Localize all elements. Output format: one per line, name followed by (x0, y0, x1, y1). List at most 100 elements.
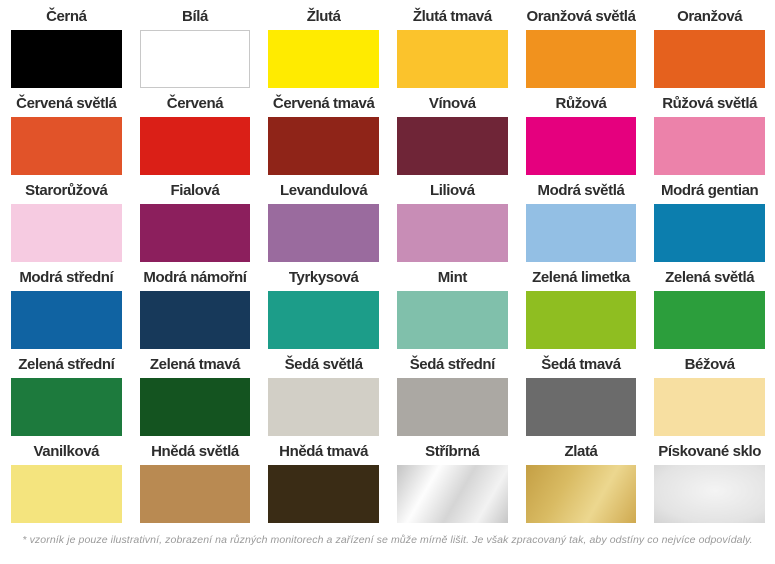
swatch-label: Liliová (429, 182, 475, 199)
color-swatch (396, 291, 508, 349)
color-swatch (268, 117, 379, 175)
swatch-label: Červená světlá (16, 95, 117, 112)
color-swatch (11, 465, 122, 523)
swatch-cell: Modrá gentian (654, 181, 765, 262)
color-swatch (268, 378, 379, 436)
swatch-cell: Stříbrná (396, 442, 508, 523)
color-swatch (525, 465, 637, 523)
swatch-cell: Růžová (525, 94, 637, 175)
swatch-label: Oranžová světlá (526, 8, 636, 25)
swatch-label: Oranžová (677, 8, 743, 25)
color-swatch (654, 30, 765, 88)
color-swatch (11, 291, 122, 349)
swatch-cell: Béžová (654, 355, 765, 436)
color-swatch (525, 117, 637, 175)
swatch-label: Béžová (684, 356, 736, 373)
color-swatch (139, 204, 251, 262)
swatch-label: Fialová (170, 182, 220, 199)
swatch-cell: Oranžová (654, 7, 765, 88)
color-swatch (396, 117, 508, 175)
swatch-label: Hnědá tmavá (279, 443, 369, 460)
swatch-label: Zelená limetka (532, 269, 630, 286)
swatch-label: Vanilková (33, 443, 100, 460)
swatch-cell: Šedá tmavá (525, 355, 637, 436)
color-swatch (654, 204, 765, 262)
color-swatch (11, 117, 122, 175)
swatch-cell: Levandulová (268, 181, 379, 262)
swatch-label: Bílá (182, 8, 208, 25)
swatch-cell: Černá (11, 7, 122, 88)
swatch-cell: Tyrkysová (268, 268, 379, 349)
swatch-cell: Zelená střední (11, 355, 122, 436)
color-swatch (396, 30, 508, 88)
swatch-cell: Modrá střední (11, 268, 122, 349)
swatch-label: Červená (166, 95, 224, 112)
swatch-label: Modrá gentian (661, 182, 759, 199)
swatch-label: Šedá střední (409, 356, 496, 373)
swatch-cell: Šedá střední (396, 355, 508, 436)
color-swatch (525, 291, 637, 349)
swatch-cell: Vanilková (11, 442, 122, 523)
color-swatch (654, 465, 765, 523)
swatch-cell: Modrá světlá (525, 181, 637, 262)
color-swatch (139, 465, 251, 523)
color-swatch (11, 204, 122, 262)
swatch-cell: Zelená limetka (525, 268, 637, 349)
swatch-cell: Zelená tmavá (139, 355, 251, 436)
swatch-label: Vínová (428, 95, 476, 112)
swatch-label: Hnědá světlá (151, 443, 239, 460)
swatch-label: Šedá tmavá (541, 356, 621, 373)
swatch-label: Růžová (555, 95, 607, 112)
swatch-label: Žlutá tmavá (412, 8, 492, 25)
swatch-label: Zlatá (564, 443, 598, 460)
swatch-label: Zelená tmavá (149, 356, 241, 373)
swatch-cell: Modrá námořní (139, 268, 251, 349)
swatch-cell: Růžová světlá (654, 94, 765, 175)
swatch-cell: Pískované sklo (654, 442, 765, 523)
swatch-cell: Fialová (139, 181, 251, 262)
swatch-cell: Žlutá (268, 7, 379, 88)
swatch-label: Modrá námořní (143, 269, 247, 286)
color-swatch (525, 378, 637, 436)
color-swatch (139, 378, 251, 436)
swatch-cell: Vínová (396, 94, 508, 175)
swatch-label: Stříbrná (425, 443, 480, 460)
color-swatch (525, 30, 637, 88)
swatch-label: Zelená světlá (665, 269, 755, 286)
color-swatch (654, 378, 765, 436)
color-swatch (396, 465, 508, 523)
swatch-cell: Bílá (139, 7, 251, 88)
swatch-grid: Černá Bílá Žlutá Žlutá tmavá Oranžová světlá… (0, 7, 775, 523)
swatch-cell: Hnědá světlá (139, 442, 251, 523)
swatch-label: Šedá světlá (284, 356, 364, 373)
swatch-cell: Žlutá tmavá (396, 7, 508, 88)
color-swatch (654, 117, 765, 175)
swatch-cell: Červená světlá (11, 94, 122, 175)
swatch-cell: Liliová (396, 181, 508, 262)
swatch-label: Černá (46, 8, 87, 25)
color-swatch (525, 204, 637, 262)
color-swatch (654, 291, 765, 349)
swatch-label: Tyrkysová (288, 269, 359, 286)
color-swatch (139, 291, 251, 349)
swatch-cell: Mint (396, 268, 508, 349)
swatch-label: Růžová světlá (662, 95, 758, 112)
swatch-cell: Hnědá tmavá (268, 442, 379, 523)
swatch-cell: Červená tmavá (268, 94, 379, 175)
swatch-label: Žlutá (306, 8, 341, 25)
swatch-cell: Starorůžová (11, 181, 122, 262)
color-swatch (11, 378, 122, 436)
swatch-label: Zelená střední (18, 356, 115, 373)
swatch-label: Modrá střední (19, 269, 114, 286)
color-swatch (396, 204, 508, 262)
swatch-cell: Zlatá (525, 442, 637, 523)
swatch-cell: Oranžová světlá (525, 7, 637, 88)
color-swatch (268, 204, 379, 262)
color-swatch (268, 291, 379, 349)
color-swatch (268, 465, 379, 523)
swatch-label: Červená tmavá (272, 95, 375, 112)
swatch-label: Starorůžová (25, 182, 108, 199)
color-swatch (396, 378, 508, 436)
color-swatch (268, 30, 379, 88)
color-swatch (11, 30, 122, 88)
